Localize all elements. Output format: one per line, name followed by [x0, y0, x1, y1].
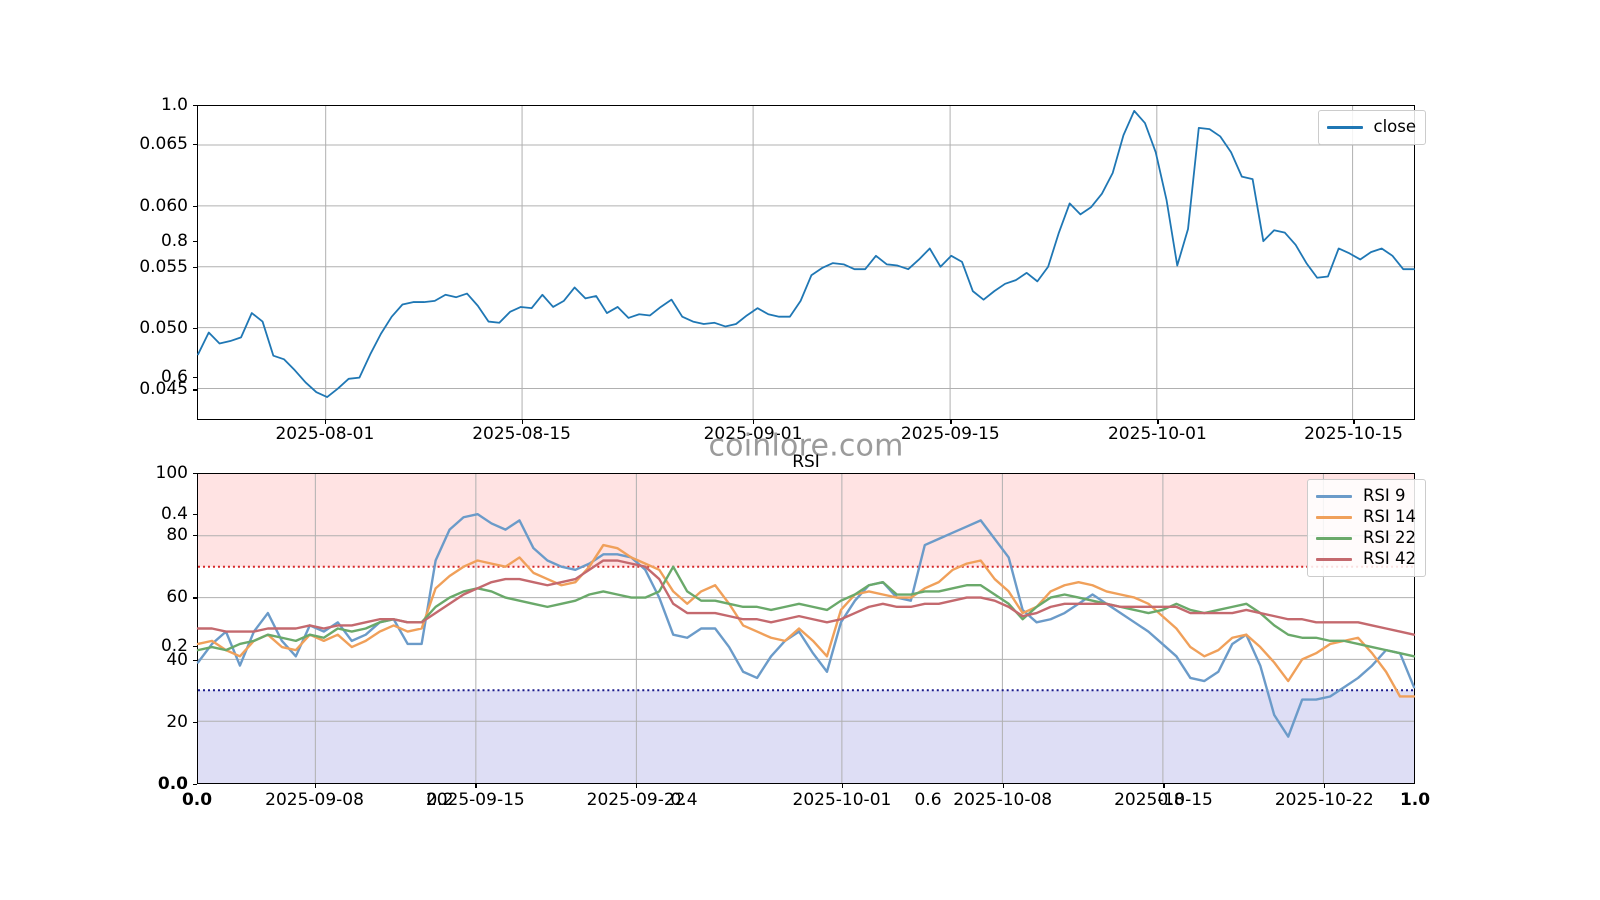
price-plot-area: [197, 106, 1415, 419]
price-y-tick-mark: [193, 389, 197, 391]
rsi-y-overlay-tick-mark: [193, 646, 197, 648]
rsi-y-overlay-tick-mark: [193, 784, 197, 786]
rsi-y-tick-label: 100: [155, 463, 188, 483]
price-x-tick-label: 2025-09-15: [900, 424, 1000, 444]
rsi-series-line: [196, 543, 1416, 698]
price-x-tick-mark: [753, 420, 755, 424]
legend-item[interactable]: close: [1326, 117, 1417, 138]
rsi-x-tick-mark: [1324, 784, 1326, 788]
price-y-overlay-tick-label: 0.6: [160, 367, 188, 387]
rsi-y-tick-label: 40: [166, 649, 188, 670]
price-x-tick-mark: [324, 420, 327, 424]
price-y-tick-label: 0.065: [139, 134, 188, 155]
rsi-x-tick-mark: [636, 784, 638, 788]
price-x-tick-label: 2025-10-01: [1107, 424, 1207, 444]
rsi-threshold-band: [198, 690, 1414, 783]
rsi-x-overlay-tick-label: 0.2: [426, 790, 454, 810]
price-y-tick-label: 0.050: [139, 318, 188, 339]
legend-item-label: RSI 14: [1362, 507, 1416, 527]
rsi-series-line: [196, 512, 1416, 738]
rsi-y-tick-label: 60: [166, 587, 188, 608]
price-chart-panel: [197, 105, 1415, 420]
rsi-x-overlay-tick-label: 0.0: [181, 790, 213, 810]
legend-item[interactable]: RSI 9: [1315, 486, 1416, 507]
price-y-overlay-tick-label: 1.0: [160, 95, 188, 115]
rsi-y-tick-label: 80: [166, 525, 188, 546]
price-y-tick-mark: [193, 328, 197, 330]
rsi-x-tick-label: 2025-09-08: [265, 790, 364, 810]
price-x-tick-label: 2025-08-01: [275, 424, 375, 444]
rsi-threshold-band: [198, 474, 1414, 567]
price-x-tick-label: 2025-08-15: [472, 424, 571, 444]
rsi-y-tick-mark: [193, 535, 197, 537]
rsi-x-tick-label: 2025-10-15: [1114, 790, 1213, 810]
rsi-x-tick-mark: [314, 784, 316, 788]
price-x-tick-mark: [1353, 420, 1355, 424]
legend-item[interactable]: RSI 22: [1315, 528, 1416, 549]
rsi-x-tick-mark: [475, 784, 477, 788]
rsi-y-tick-label: 20: [166, 711, 188, 732]
legend-color-swatch: [1326, 126, 1363, 129]
rsi-chart-panel: [196, 473, 1416, 784]
rsi-x-tick-label: 2025-09-15: [425, 790, 525, 810]
price-y-tick-mark: [193, 205, 197, 207]
rsi-y-overlay-tick-label: 0.0: [157, 774, 188, 794]
close-price-line: [197, 109, 1415, 398]
price-x-tick-label: 2025-09-01: [703, 424, 803, 444]
legend-item-label: close: [1373, 117, 1417, 137]
rsi-legend[interactable]: RSI 9 RSI 14 RSI 22 RSI 42: [1306, 479, 1426, 577]
legend-color-swatch: [1315, 516, 1352, 519]
rsi-y-overlay-tick-mark: [193, 514, 197, 516]
legend-color-swatch: [1315, 558, 1352, 561]
price-y-tick-label: 0.045: [139, 379, 188, 400]
legend-color-swatch: [1315, 495, 1352, 498]
price-y-tick-label: 0.060: [139, 195, 188, 216]
price-legend[interactable]: close: [1317, 110, 1426, 145]
rsi-x-tick-label: 2025-10-08: [953, 790, 1053, 810]
price-x-tick-mark: [950, 420, 952, 424]
rsi-panel-title: RSI: [792, 452, 820, 472]
price-y-overlay-tick-label: 0.8: [160, 231, 188, 251]
rsi-y-tick-mark: [193, 659, 197, 661]
watermark-text: coinlore.com: [708, 428, 904, 464]
rsi-y-overlay-tick-label: 0.4: [160, 504, 188, 524]
rsi-y-tick-mark: [193, 721, 197, 723]
price-y-overlay-tick-mark: [193, 241, 197, 243]
price-x-tick-mark: [1157, 420, 1159, 424]
price-y-tick-mark: [193, 266, 197, 268]
rsi-x-overlay-tick-label: 1.0: [1399, 790, 1431, 810]
rsi-y-tick-mark: [193, 473, 197, 475]
rsi-y-overlay-tick-label: 0.2: [160, 636, 188, 656]
rsi-x-tick-label: 2025-09-22: [586, 790, 686, 810]
rsi-x-tick-mark: [841, 784, 844, 788]
price-y-tick-mark: [193, 144, 197, 146]
rsi-y-tick-label: 0: [177, 774, 188, 794]
legend-color-swatch: [1315, 537, 1352, 540]
rsi-series-line: [196, 559, 1416, 636]
legend-item-label: RSI 9: [1362, 486, 1406, 506]
rsi-x-overlay-tick-label: 0.4: [670, 790, 698, 810]
legend-item-label: RSI 42: [1362, 549, 1416, 569]
rsi-x-tick-label: 2025-10-22: [1274, 790, 1374, 810]
price-y-overlay-tick-mark: [193, 377, 197, 379]
rsi-x-overlay-tick-label: 0.8: [1157, 790, 1185, 810]
price-y-overlay-tick-mark: [193, 105, 197, 107]
rsi-x-tick-mark: [1002, 784, 1004, 788]
price-x-tick-mark: [521, 420, 523, 424]
legend-item-label: RSI 22: [1362, 528, 1416, 548]
rsi-x-tick-mark: [1163, 784, 1165, 788]
rsi-plot-area: [196, 474, 1416, 783]
legend-item[interactable]: RSI 14: [1315, 507, 1416, 528]
price-y-tick-label: 0.055: [139, 256, 188, 277]
rsi-x-tick-label: 2025-10-01: [792, 790, 892, 810]
rsi-y-tick-mark: [193, 597, 197, 599]
legend-item[interactable]: RSI 42: [1315, 549, 1416, 570]
rsi-x-overlay-tick-label: 0.6: [914, 790, 942, 810]
price-x-tick-label: 2025-10-15: [1304, 424, 1403, 444]
